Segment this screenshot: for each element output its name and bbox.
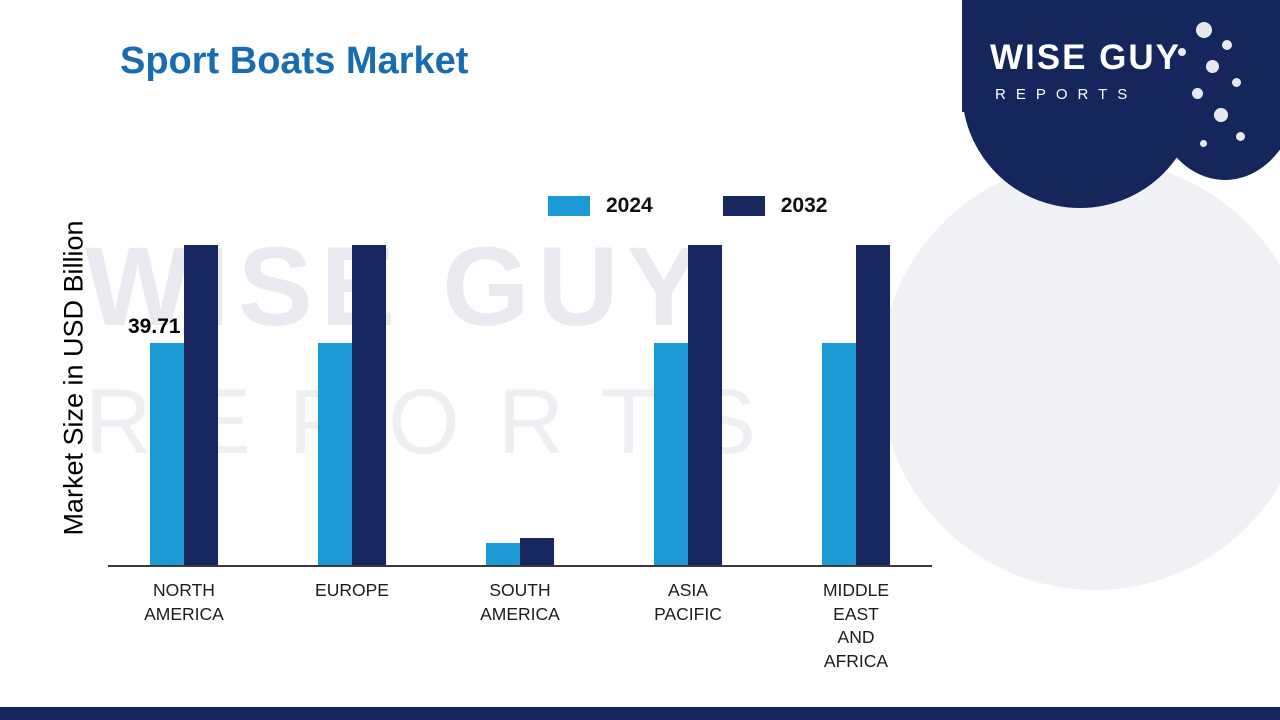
category-label: NORTH AMERICA xyxy=(144,580,224,624)
logo-face-dot xyxy=(1196,22,1212,38)
logo-face-dot xyxy=(1206,60,1219,73)
bar-group: SOUTH AMERICA xyxy=(480,537,560,624)
category-label: ASIA PACIFIC xyxy=(654,580,722,624)
x-axis-line xyxy=(108,565,932,567)
legend-item-2024: 2024 xyxy=(548,194,653,218)
bar-2032 xyxy=(688,244,722,565)
bar-2032 xyxy=(352,244,386,565)
chart-legend: 2024 2032 xyxy=(548,194,827,218)
logo-face-dot xyxy=(1178,48,1186,56)
category-label: EUROPE xyxy=(315,580,389,600)
bar-2032 xyxy=(856,244,890,565)
logo-face-dot xyxy=(1236,132,1245,141)
wiseguy-logo-text: WISE GUY xyxy=(990,38,1182,77)
watermark-face xyxy=(880,160,1280,590)
bar-group: ASIA PACIFIC xyxy=(654,244,722,624)
legend-label-2024: 2024 xyxy=(606,194,653,217)
bar-group: NORTH AMERICA 39.71 xyxy=(128,244,224,624)
legend-item-2032: 2032 xyxy=(722,194,828,218)
bar-chart: NORTH AMERICA 39.71 EUROPE SOUTH AMERICA ASI… xyxy=(100,230,940,671)
category-label: SOUTH AMERICA xyxy=(480,580,560,624)
footer-strip xyxy=(0,707,1280,720)
legend-swatch-2024 xyxy=(548,196,590,216)
legend-label-2032: 2032 xyxy=(780,194,828,217)
bar-2024 xyxy=(486,542,520,565)
logo-face-dot xyxy=(1214,108,1228,122)
logo-face-dot xyxy=(1200,140,1207,147)
wiseguy-logo-subtext: REPORTS xyxy=(995,86,1138,103)
data-label: 39.71 xyxy=(128,315,181,339)
y-axis-label: Market Size in USD Billion xyxy=(58,220,89,536)
page-title: Sport Boats Market xyxy=(120,40,469,82)
bar-group: MIDDLE EAST AND AFRICA xyxy=(822,244,890,671)
bar-group: EUROPE xyxy=(315,244,389,600)
logo-face-dot xyxy=(1232,78,1241,87)
bar-2032 xyxy=(520,537,554,565)
wiseguy-logo-circle xyxy=(1150,0,1280,180)
legend-swatch-2032 xyxy=(722,196,765,216)
logo-face-dot xyxy=(1222,40,1232,50)
bar-2024 xyxy=(318,343,352,565)
bar-2032 xyxy=(184,244,218,565)
logo-face-dot xyxy=(1192,88,1203,99)
category-label: MIDDLE EAST AND AFRICA xyxy=(822,580,890,671)
bar-2024 xyxy=(654,343,688,565)
bar-2024 xyxy=(822,343,856,565)
bar-2024 xyxy=(150,343,184,565)
